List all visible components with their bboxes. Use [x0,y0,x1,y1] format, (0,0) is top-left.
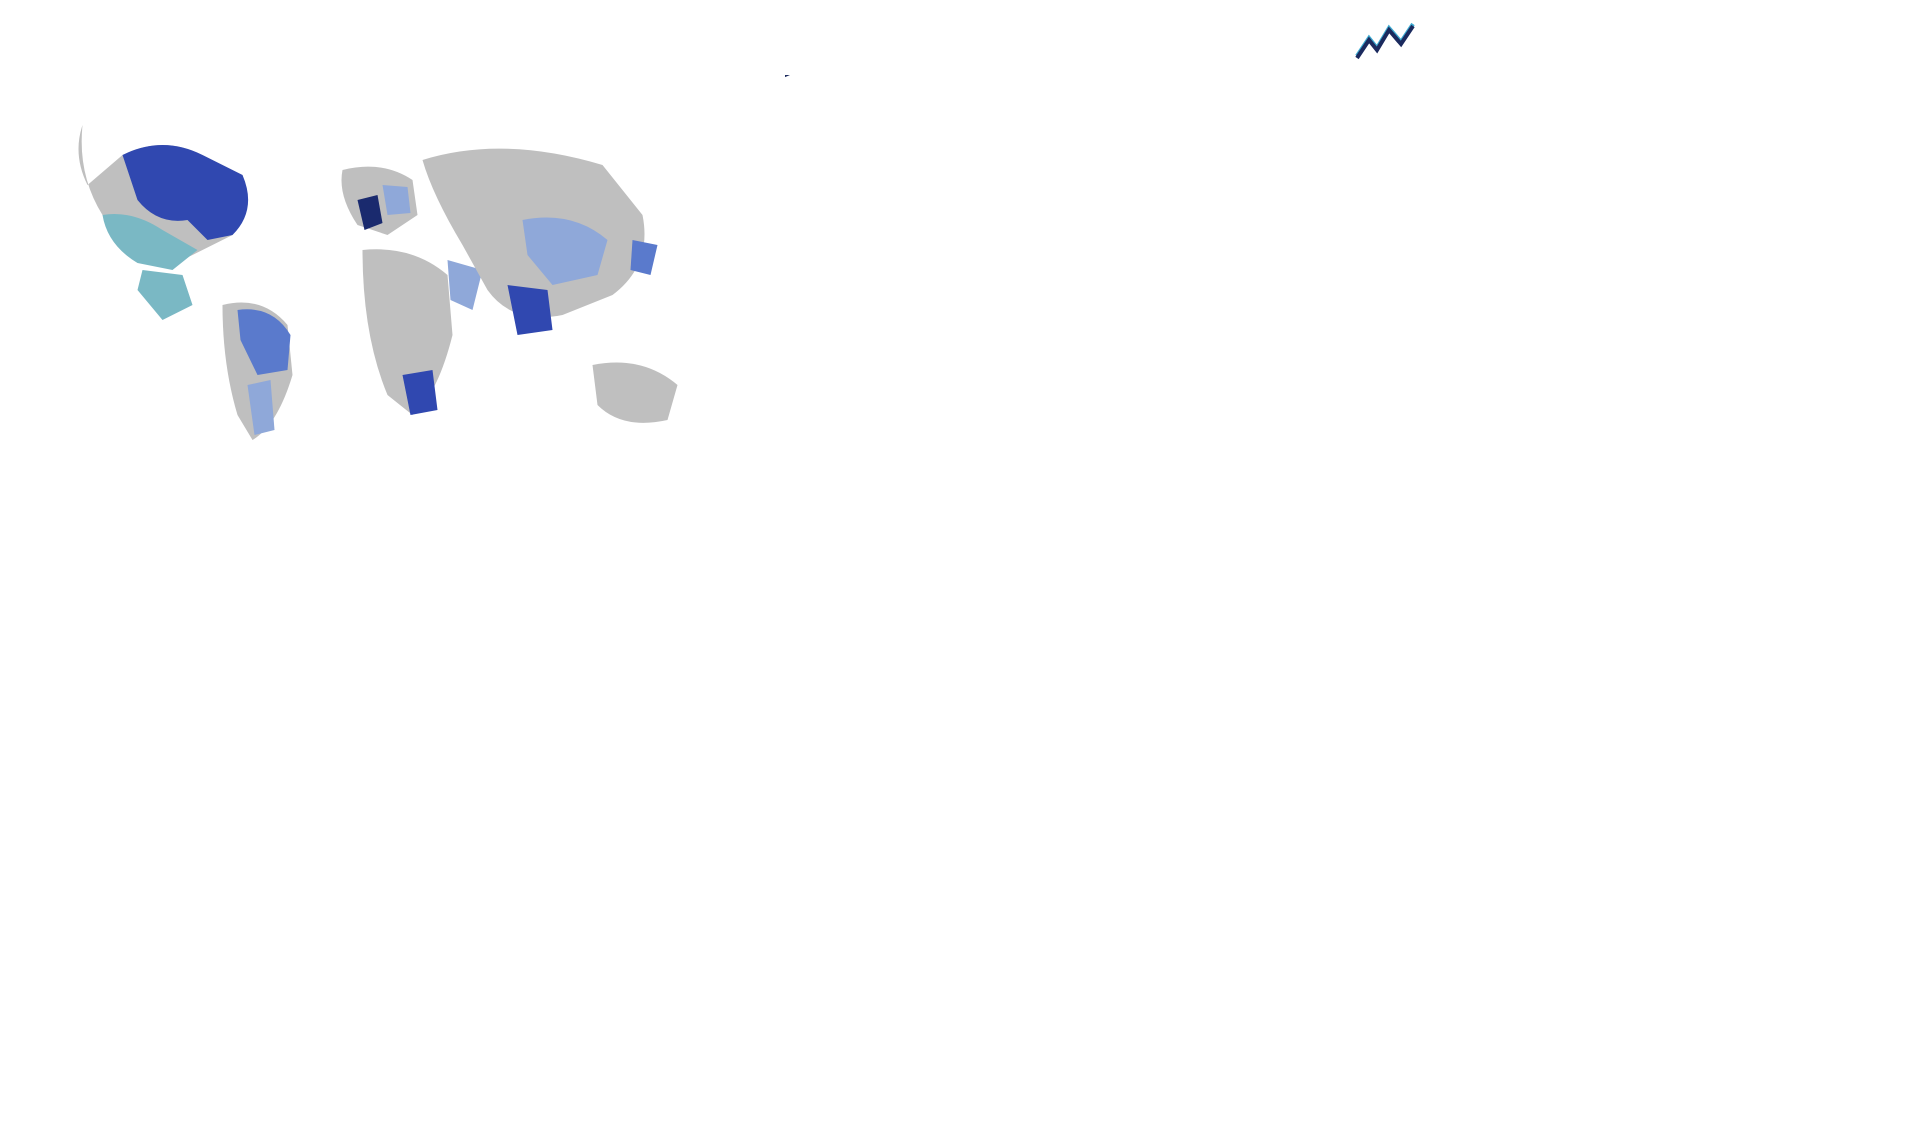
regional-panel [973,465,1425,735]
segmentation-chart [30,477,290,687]
logo-icon [1355,20,1415,65]
segmentation-panel [30,465,482,735]
main-growth-chart [785,75,1425,455]
brand-logo [1355,20,1425,65]
map-svg [30,75,755,455]
world-map [30,75,755,455]
main-chart-svg [785,75,1425,455]
player-bars-wrap [612,477,954,692]
players-chart [612,477,912,687]
players-panel [502,465,954,735]
player-labels [502,477,602,692]
regional-donut [973,477,1173,677]
